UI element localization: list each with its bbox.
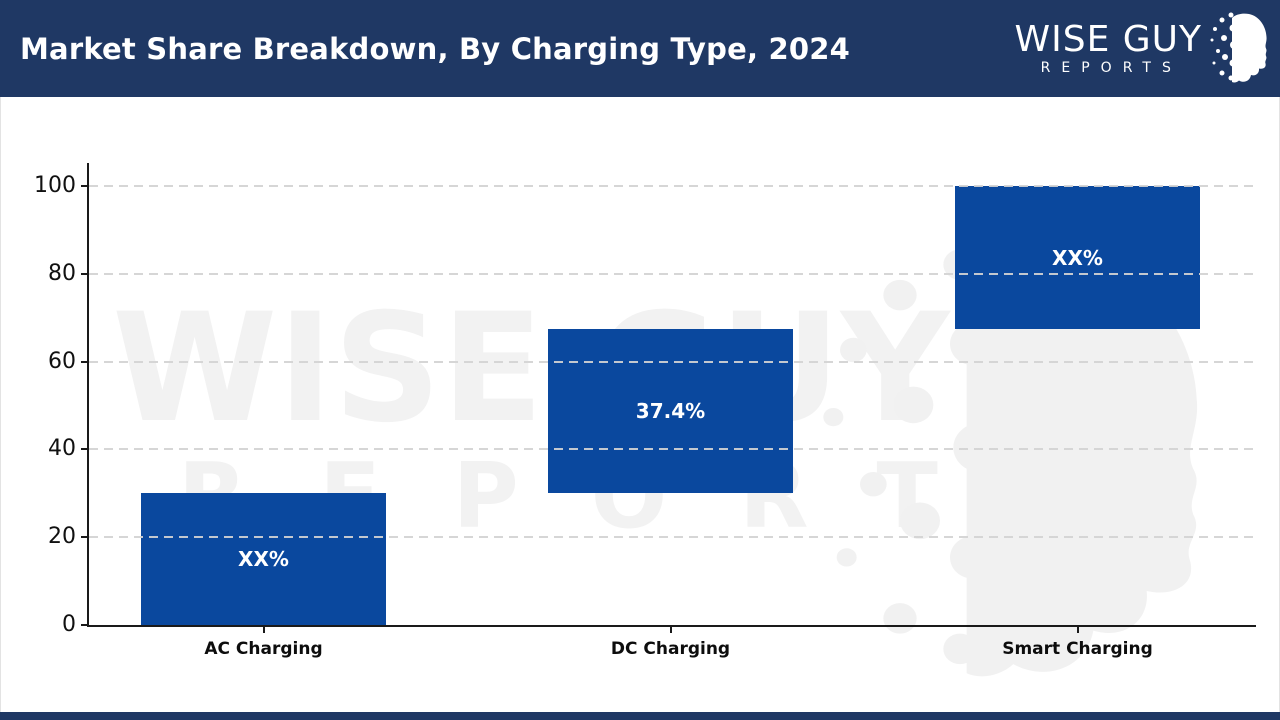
x-tick-mark bbox=[262, 625, 265, 633]
bar-value-label: XX% bbox=[1052, 245, 1103, 270]
gridline bbox=[89, 272, 1255, 275]
y-tick-label: 0 bbox=[62, 612, 76, 637]
bar-value-label: XX% bbox=[238, 547, 289, 572]
bar-dc-charging: 37.4% bbox=[548, 329, 793, 494]
x-tick-mark bbox=[669, 625, 672, 633]
brand-logo: WISE GUY REPORTS bbox=[1015, 6, 1269, 91]
bar-ac-charging: XX% bbox=[141, 493, 386, 625]
gridline bbox=[89, 448, 1255, 451]
brand-subtitle: REPORTS bbox=[1040, 60, 1182, 77]
y-tick-label: 100 bbox=[34, 173, 76, 198]
y-tick-mark bbox=[81, 272, 88, 275]
gridline bbox=[89, 185, 1255, 187]
x-tick-mark bbox=[1076, 625, 1079, 633]
page-title: Market Share Breakdown, By Charging Type… bbox=[20, 31, 850, 66]
y-tick-label: 80 bbox=[48, 260, 76, 286]
gridline bbox=[89, 536, 1255, 539]
y-tick-label: 40 bbox=[48, 436, 76, 462]
y-tick-mark bbox=[81, 360, 88, 363]
brand-name: WISE GUY bbox=[1014, 18, 1202, 60]
footer-bar bbox=[0, 712, 1280, 720]
gridline bbox=[89, 360, 1255, 363]
brand-face-icon bbox=[1210, 12, 1267, 82]
y-axis-line bbox=[87, 163, 89, 627]
y-tick-mark bbox=[81, 536, 88, 539]
brand-text: WISE GUY REPORTS bbox=[1014, 18, 1203, 77]
y-tick-label: 20 bbox=[48, 524, 76, 550]
x-category-label: DC Charging bbox=[610, 639, 731, 659]
x-category-label: AC Charging bbox=[204, 639, 323, 659]
bar-value-label: 37.4% bbox=[635, 399, 706, 424]
header: Market Share Breakdown, By Charging Type… bbox=[0, 0, 1280, 97]
x-category-label: Smart Charging bbox=[1002, 639, 1153, 659]
y-tick-mark bbox=[81, 185, 88, 187]
watermark-text: WISE GUY bbox=[112, 282, 950, 456]
y-tick-mark bbox=[81, 448, 88, 451]
y-tick-mark bbox=[81, 624, 88, 626]
bar-smart-charging: XX% bbox=[955, 186, 1200, 330]
y-tick-label: 60 bbox=[48, 348, 76, 374]
x-axis-line bbox=[87, 625, 1256, 627]
